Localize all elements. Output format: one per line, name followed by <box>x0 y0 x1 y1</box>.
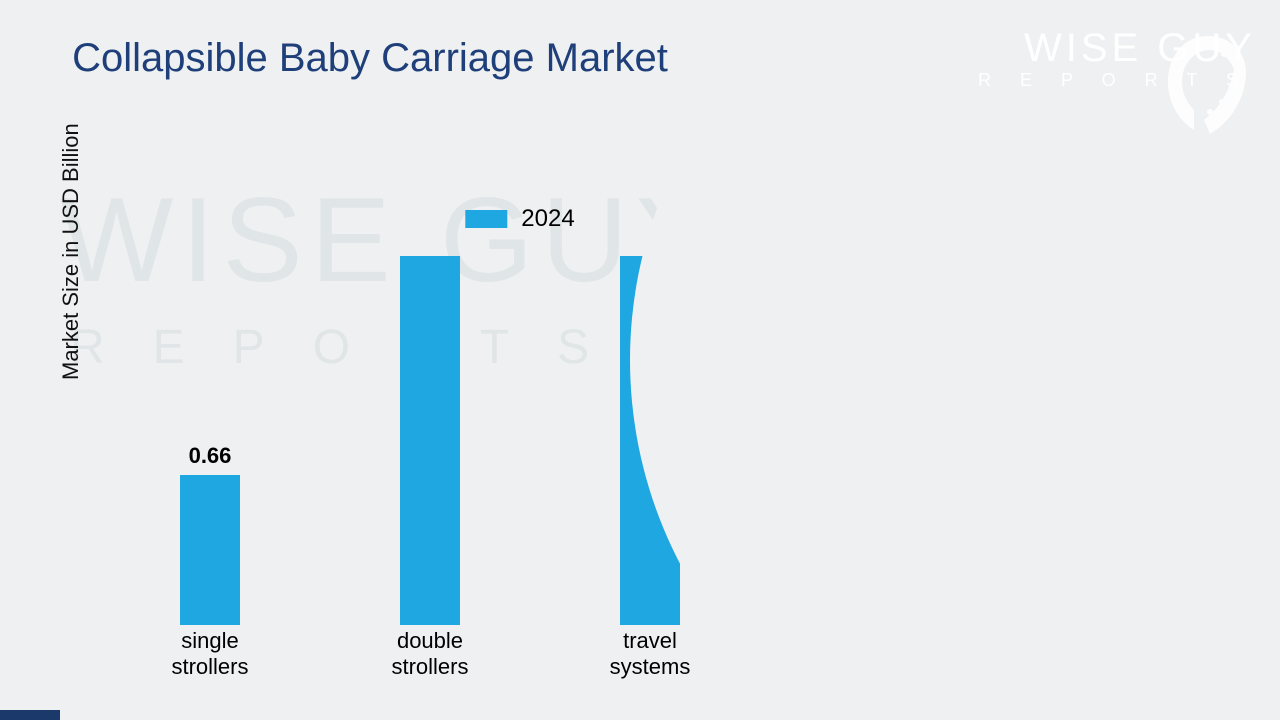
legend-swatch <box>465 210 507 228</box>
page-root: WISE GUY REPORTS Collapsible Baby Carria… <box>0 0 1280 720</box>
bar-column: 0.66 <box>180 475 240 625</box>
y-axis-label: Market Size in USD Billion <box>58 123 84 380</box>
brand-main-text: WISE GUY <box>978 28 1256 68</box>
bar-value-label: 0.66 <box>189 443 232 469</box>
legend: 2024 <box>465 205 574 233</box>
legend-label: 2024 <box>521 205 574 233</box>
brand-logo: WISE GUY R E P O R T S <box>978 28 1256 91</box>
x-category-label: doublestrollers <box>350 628 510 681</box>
bar <box>400 256 460 625</box>
x-category-label: singlestrollers <box>130 628 290 681</box>
brand-sub-text: R E P O R T S <box>978 70 1256 91</box>
footer-accent <box>0 710 60 720</box>
x-category-label: travelsystems <box>570 628 730 681</box>
bar <box>180 475 240 625</box>
bar-column <box>400 256 460 625</box>
chart-title: Collapsible Baby Carriage Market <box>0 36 740 81</box>
